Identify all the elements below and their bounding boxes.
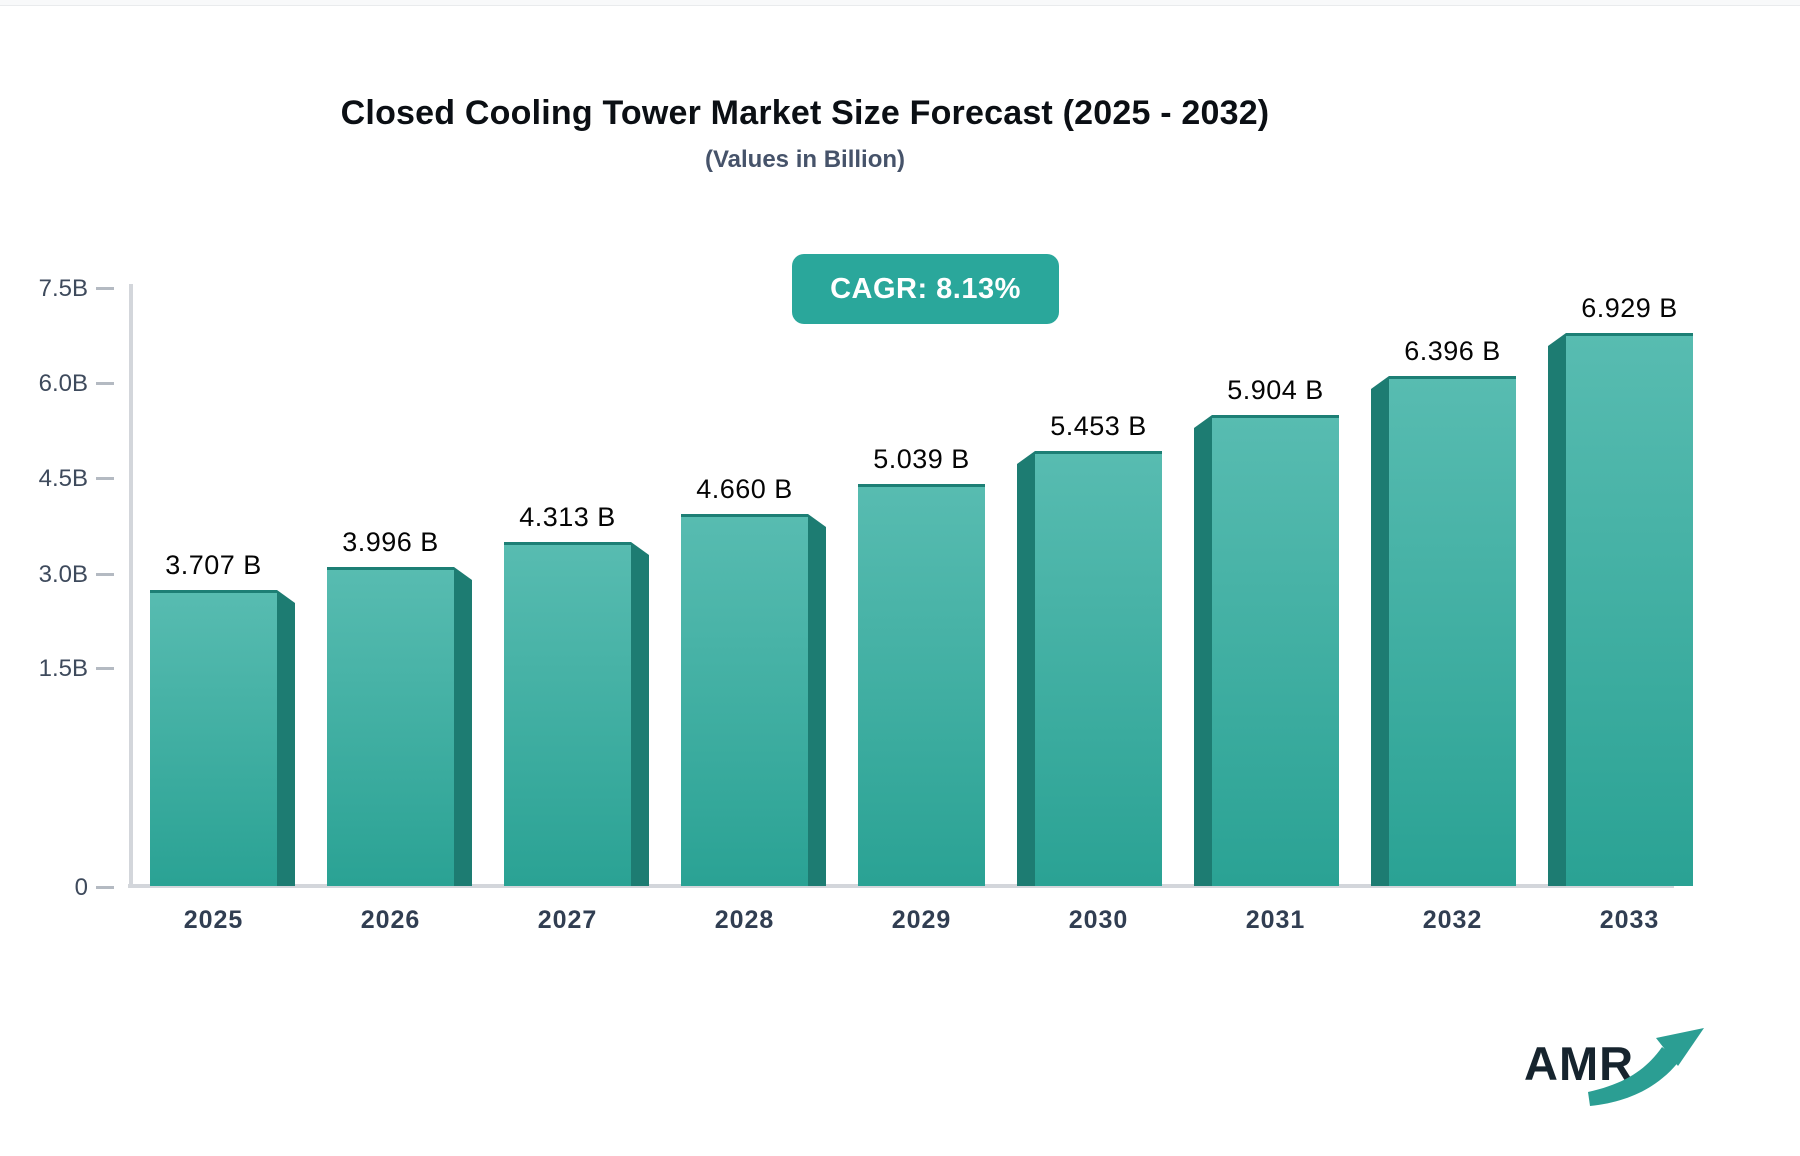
- bar-3d-side: [808, 514, 826, 886]
- bar-value-label: 5.039 B: [873, 444, 970, 474]
- x-axis-label: 2026: [361, 906, 421, 934]
- bar-value-label: 6.929 B: [1581, 293, 1678, 323]
- bar-3d-side: [1017, 451, 1035, 886]
- amr-logo: AMR: [1524, 1028, 1724, 1136]
- bar-face: [150, 590, 277, 886]
- bar-top-edge: [327, 567, 454, 570]
- bar-value-label: 4.660 B: [696, 474, 793, 504]
- bar-2031: [1194, 415, 1339, 886]
- bar-3d-side: [1548, 333, 1566, 886]
- y-tick-dash: [96, 477, 114, 480]
- bar-value-label: 5.904 B: [1227, 375, 1324, 405]
- bar-top-edge: [1566, 333, 1693, 336]
- bar-2033: [1548, 333, 1693, 886]
- bar-value-label: 6.396 B: [1404, 336, 1501, 366]
- bar-2032: [1371, 376, 1516, 886]
- bar-2026: [327, 567, 472, 886]
- x-axis-label: 2028: [715, 906, 775, 934]
- bar-top-edge: [1389, 376, 1516, 379]
- y-tick-dash: [96, 573, 114, 576]
- y-tick-dash: [96, 886, 114, 889]
- bar-face: [504, 542, 631, 886]
- x-axis-label: 2030: [1069, 906, 1129, 934]
- bars: [150, 333, 1693, 886]
- bar-3d-side: [454, 567, 472, 886]
- bar-2029: [858, 484, 985, 886]
- bar-top-edge: [681, 514, 808, 517]
- amr-logo-text: AMR: [1524, 1037, 1635, 1090]
- bar-2030: [1017, 451, 1162, 886]
- cagr-badge: CAGR: 8.13%: [792, 254, 1059, 324]
- bar-top-edge: [504, 542, 631, 545]
- bar-face: [858, 484, 985, 886]
- bar-value-label: 5.453 B: [1050, 411, 1147, 441]
- y-tick-label: 3.0B: [39, 561, 88, 588]
- chart-subtitle: (Values in Billion): [704, 146, 906, 173]
- x-axis-label: 2031: [1246, 906, 1306, 934]
- x-axis-label: 2025: [184, 906, 244, 934]
- bar-2028: [681, 514, 826, 886]
- bar-2027: [504, 542, 649, 886]
- bar-top-edge: [1035, 451, 1162, 454]
- bar-3d-side: [631, 542, 649, 886]
- y-tick-dash: [96, 382, 114, 385]
- x-axis-label: 2032: [1423, 906, 1483, 934]
- window-top-strip: [0, 0, 1800, 6]
- y-tick-label: 7.5B: [39, 275, 88, 302]
- labels: 3.707 B 2025 3.996 B 2026 4.313 B 2027 4.660 B…: [165, 293, 1678, 934]
- trend-up-arrow-icon: [1588, 1028, 1704, 1106]
- x-axis-label: 2029: [892, 906, 952, 934]
- bar-value-label: 4.313 B: [519, 502, 616, 532]
- bar-face: [1035, 451, 1162, 886]
- bar-face: [327, 567, 454, 886]
- x-axis-label: 2033: [1600, 906, 1660, 934]
- bar-value-label: 3.707 B: [165, 550, 262, 580]
- bar-value-label: 3.996 B: [342, 527, 439, 557]
- bar-top-edge: [858, 484, 985, 487]
- bar-top-edge: [1212, 415, 1339, 418]
- y-tick-label: 4.5B: [39, 465, 88, 492]
- y-tick-dash: [96, 667, 114, 670]
- bar-face: [681, 514, 808, 886]
- y-tick-label: 6.0B: [39, 370, 88, 397]
- y-axis-line: [129, 284, 133, 886]
- bar-3d-side: [1371, 376, 1389, 886]
- bar-face: [1389, 376, 1516, 886]
- x-axis-label: 2027: [538, 906, 598, 934]
- bar-3d-side: [1194, 415, 1212, 886]
- bar-2025: [150, 590, 295, 886]
- y-tick-dash: [96, 287, 114, 290]
- bar-top-edge: [150, 590, 277, 593]
- bar-3d-side: [277, 590, 295, 886]
- y-tick-label: 1.5B: [39, 655, 88, 682]
- bar-face: [1212, 415, 1339, 886]
- chart-title: Closed Cooling Tower Market Size Forecas…: [340, 94, 1270, 132]
- y-tick-label: 0: [75, 874, 88, 901]
- bar-face: [1566, 333, 1693, 886]
